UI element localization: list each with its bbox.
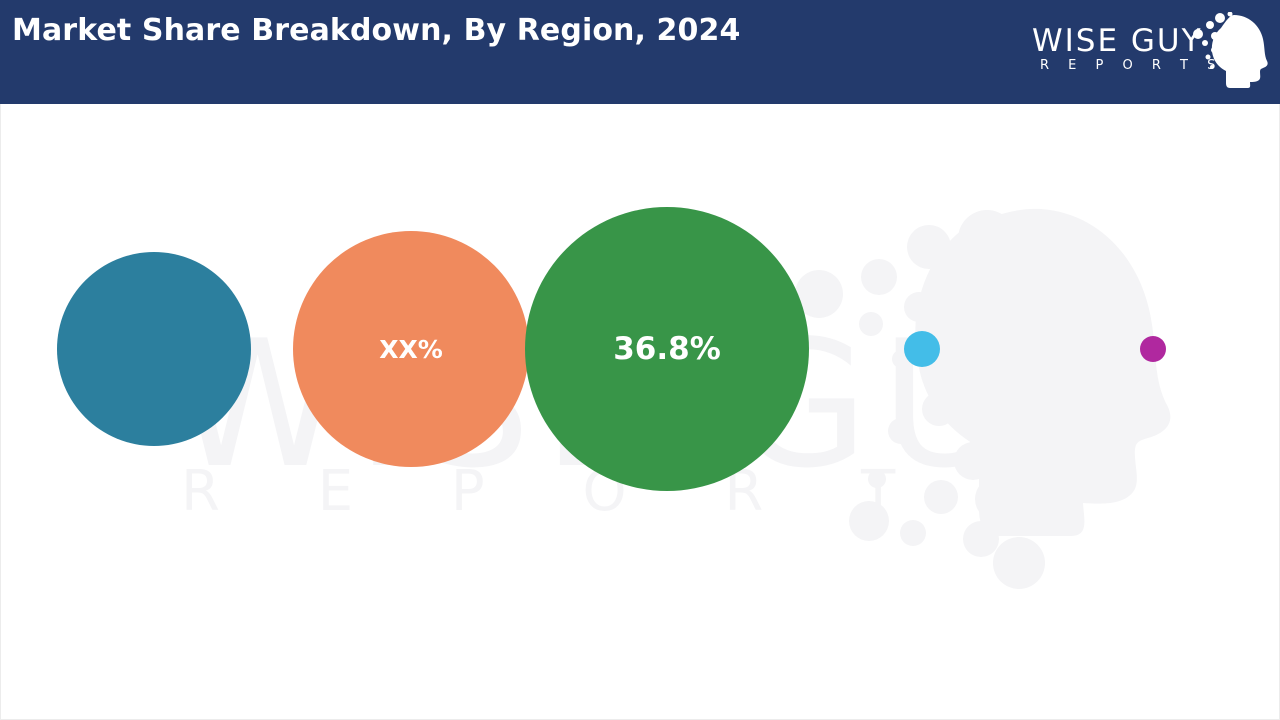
bubble-south-america[interactable] xyxy=(904,331,940,367)
watermark-dotted-head-icon xyxy=(795,208,1171,589)
bubble-apac[interactable]: 36.8% xyxy=(525,207,809,491)
wiseguy-logo: WISE GUY R E P O R T S xyxy=(1020,10,1270,90)
bubble-mea[interactable] xyxy=(1140,336,1166,362)
chart-header: Market Share Breakdown, By Region, 2024 … xyxy=(0,0,1280,104)
bubble-north-america[interactable] xyxy=(57,252,251,446)
dotted-head-icon xyxy=(1193,12,1268,88)
logo-secondary-text: R E P O R T S xyxy=(1040,58,1223,73)
bubble-europe[interactable]: XX% xyxy=(293,231,529,467)
bubble-value-label: XX% xyxy=(379,334,443,364)
bubble-value-label: 36.8% xyxy=(613,331,721,367)
page-title: Market Share Breakdown, By Region, 2024 xyxy=(12,13,741,48)
chart-plot-area: WISE GUY R E P O R T S xyxy=(0,104,1280,720)
logo-primary-text: WISE GUY xyxy=(1032,23,1203,59)
